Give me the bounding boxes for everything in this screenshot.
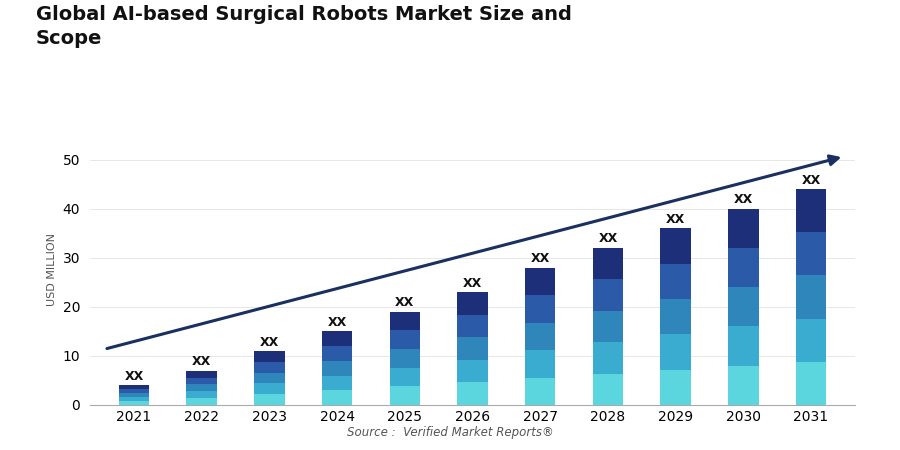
Text: XX: XX	[801, 174, 821, 187]
Bar	[796, 319, 826, 362]
Text: XX: XX	[260, 336, 279, 349]
Bar	[525, 350, 555, 378]
Text: XX: XX	[666, 213, 685, 226]
Bar	[728, 287, 759, 326]
Bar	[119, 385, 149, 389]
Bar	[593, 374, 623, 405]
Bar	[322, 376, 352, 390]
Bar	[661, 228, 691, 264]
Bar	[728, 366, 759, 405]
Bar	[728, 248, 759, 287]
Bar	[728, 209, 759, 248]
Bar	[254, 394, 284, 405]
Text: XX: XX	[192, 355, 211, 368]
Text: XX: XX	[124, 370, 144, 383]
Bar	[796, 362, 826, 405]
Bar	[457, 360, 488, 382]
Bar	[525, 378, 555, 405]
Bar	[390, 387, 420, 405]
Bar	[254, 383, 284, 394]
Bar	[322, 361, 352, 376]
Bar	[186, 384, 217, 391]
Bar	[796, 232, 826, 275]
Bar	[186, 391, 217, 398]
Bar	[525, 323, 555, 350]
Bar	[390, 368, 420, 387]
Bar	[390, 312, 420, 330]
Bar	[796, 275, 826, 319]
Bar	[322, 331, 352, 346]
Bar	[119, 401, 149, 405]
Bar	[593, 311, 623, 342]
Text: XX: XX	[463, 277, 482, 290]
Text: XX: XX	[734, 193, 753, 206]
Bar	[593, 342, 623, 374]
Bar	[593, 248, 623, 279]
Bar	[796, 189, 826, 232]
Text: XX: XX	[598, 233, 617, 245]
Bar	[254, 362, 284, 373]
Bar	[661, 334, 691, 369]
Text: Source :  Verified Market Reports®: Source : Verified Market Reports®	[346, 426, 554, 439]
Text: XX: XX	[395, 296, 414, 309]
Bar	[593, 279, 623, 311]
Bar	[661, 299, 691, 334]
Bar	[525, 268, 555, 295]
Text: XX: XX	[531, 252, 550, 265]
Bar	[457, 382, 488, 405]
Bar	[390, 330, 420, 349]
Bar	[119, 393, 149, 397]
Bar	[661, 264, 691, 299]
Bar	[322, 390, 352, 405]
Bar	[661, 369, 691, 405]
Bar	[390, 349, 420, 368]
Bar	[457, 315, 488, 337]
Bar	[119, 389, 149, 393]
Bar	[186, 371, 217, 378]
Bar	[728, 326, 759, 366]
Text: Global AI-based Surgical Robots Market Size and
Scope: Global AI-based Surgical Robots Market S…	[36, 4, 572, 49]
Bar	[186, 378, 217, 384]
Bar	[254, 351, 284, 362]
Bar	[186, 398, 217, 405]
Bar	[322, 346, 352, 361]
Bar	[525, 295, 555, 323]
Bar	[457, 337, 488, 360]
Bar	[457, 292, 488, 315]
Y-axis label: USD MILLION: USD MILLION	[47, 234, 57, 306]
Text: XX: XX	[328, 316, 346, 329]
Bar	[254, 373, 284, 383]
Bar	[119, 397, 149, 401]
